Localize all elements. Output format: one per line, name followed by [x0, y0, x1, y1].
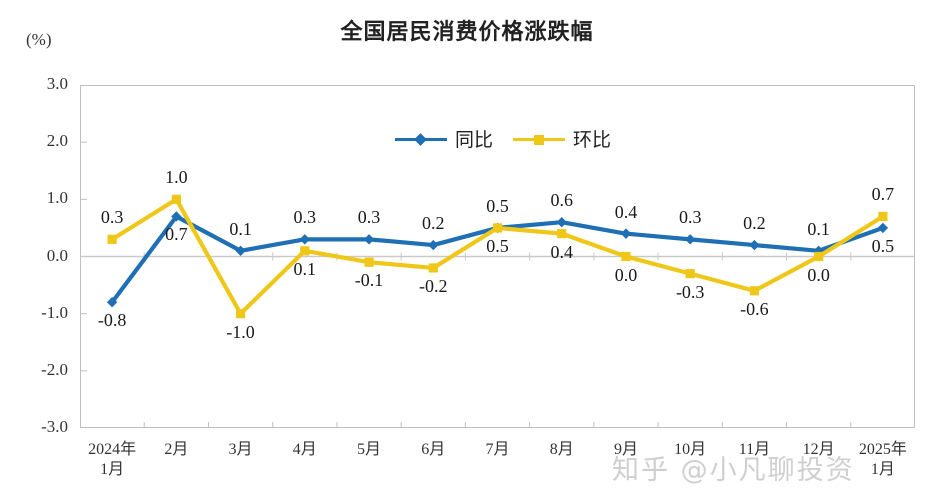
data-point-marker: [620, 228, 632, 239]
y-axis-tick-label: -3.0: [41, 417, 68, 436]
data-point-label: -0.8: [97, 310, 127, 331]
legend-swatch-icon: [513, 132, 565, 146]
data-point-label: 0.5: [486, 235, 509, 256]
data-point-label: 0.2: [743, 213, 766, 234]
y-axis-tick-label: 1.0: [46, 188, 68, 208]
data-point-label: 0.5: [486, 195, 509, 216]
data-point-label: -1.0: [226, 321, 255, 342]
data-point-marker: [299, 234, 311, 245]
data-point-marker: [684, 234, 696, 245]
data-point-marker: [492, 223, 503, 233]
data-point-marker: [107, 234, 117, 244]
x-axis-tick-label: 3月: [228, 441, 253, 458]
data-point-marker: [685, 269, 695, 279]
x-axis-tick-label: 8月: [549, 441, 574, 458]
data-point-label: 0.3: [100, 207, 124, 228]
data-point-marker: [749, 239, 760, 251]
data-point-label: -0.1: [354, 270, 384, 291]
data-point-marker: [171, 211, 182, 222]
data-point-label: 0.0: [614, 264, 638, 285]
x-axis-tick-label: 7月: [485, 441, 510, 458]
data-point-label: 0.3: [293, 207, 317, 228]
data-point-label: 0.5: [871, 235, 895, 256]
y-axis-tick-label: -1.0: [41, 302, 68, 322]
data-point-label: -0.2: [419, 275, 448, 296]
x-axis-tick-label: 5月: [357, 441, 382, 458]
data-point-label: -0.3: [675, 281, 705, 302]
data-point-label: 0.1: [293, 258, 317, 279]
x-axis-tick-label: 11月: [738, 441, 771, 458]
data-point-label: 0.0: [807, 264, 830, 285]
data-point-label: 0.2: [422, 213, 445, 234]
y-axis-tick-label: 3.0: [46, 74, 68, 93]
data-point-marker: [749, 286, 760, 296]
data-point-marker: [428, 239, 439, 251]
legend-label: 同比: [455, 129, 494, 151]
data-point-marker: [878, 211, 888, 222]
legend-marker-diamond-icon: [414, 132, 427, 146]
data-point-label: 0.4: [550, 241, 573, 262]
x-axis-tick-label: 2月: [164, 441, 189, 458]
data-point-marker: [235, 245, 246, 256]
data-point-label: 0.7: [165, 224, 188, 245]
data-point-marker: [557, 229, 567, 239]
data-point-label: 0.6: [550, 190, 573, 211]
legend-label: 环比: [573, 129, 612, 151]
data-point-marker: [428, 263, 438, 273]
x-axis-tick-label: 12月: [802, 441, 835, 458]
legend-swatch-icon: [395, 132, 447, 146]
data-point-marker: [814, 251, 824, 262]
data-point-label: 0.4: [614, 201, 638, 222]
data-point-marker: [300, 246, 310, 256]
legend-marker-square-icon: [534, 134, 544, 145]
data-point-label: 0.3: [678, 207, 702, 228]
data-point-label: 0.3: [357, 207, 381, 228]
y-axis-tick-label: 0.0: [46, 245, 68, 265]
data-point-label: 1.0: [165, 167, 188, 188]
x-axis-tick-label: 6月: [421, 441, 446, 458]
data-point-marker: [364, 257, 374, 267]
data-point-label: 0.7: [871, 184, 895, 205]
y-axis-unit-label: (%): [26, 30, 52, 49]
x-axis-tick-label: 9月: [613, 441, 638, 458]
data-point-marker: [171, 194, 181, 204]
data-point-label: -0.6: [740, 298, 769, 319]
data-point-marker: [877, 222, 889, 234]
legend-item-环比[interactable]: 环比: [513, 125, 611, 152]
data-point-marker: [235, 309, 246, 319]
y-axis-tick-label: 2.0: [46, 131, 68, 151]
x-axis-tick-label: 2024年 1月: [88, 441, 137, 479]
x-axis-tick-label: 10月: [674, 441, 707, 458]
data-point-label: 0.1: [807, 218, 830, 239]
data-point-marker: [363, 234, 375, 245]
data-point-marker: [556, 217, 567, 228]
x-axis-tick-label: 4月: [292, 441, 317, 458]
data-point-marker: [621, 251, 631, 262]
data-point-marker: [106, 297, 118, 308]
y-axis-tick-label: -2.0: [41, 359, 68, 379]
chart-title: 全国居民消费价格涨跌幅: [340, 20, 594, 45]
x-axis-tick-label: 2025年 1月: [858, 441, 907, 479]
plot-svg: [80, 141, 915, 428]
legend-item-同比[interactable]: 同比: [395, 125, 493, 152]
data-point-label: 0.1: [229, 218, 252, 239]
